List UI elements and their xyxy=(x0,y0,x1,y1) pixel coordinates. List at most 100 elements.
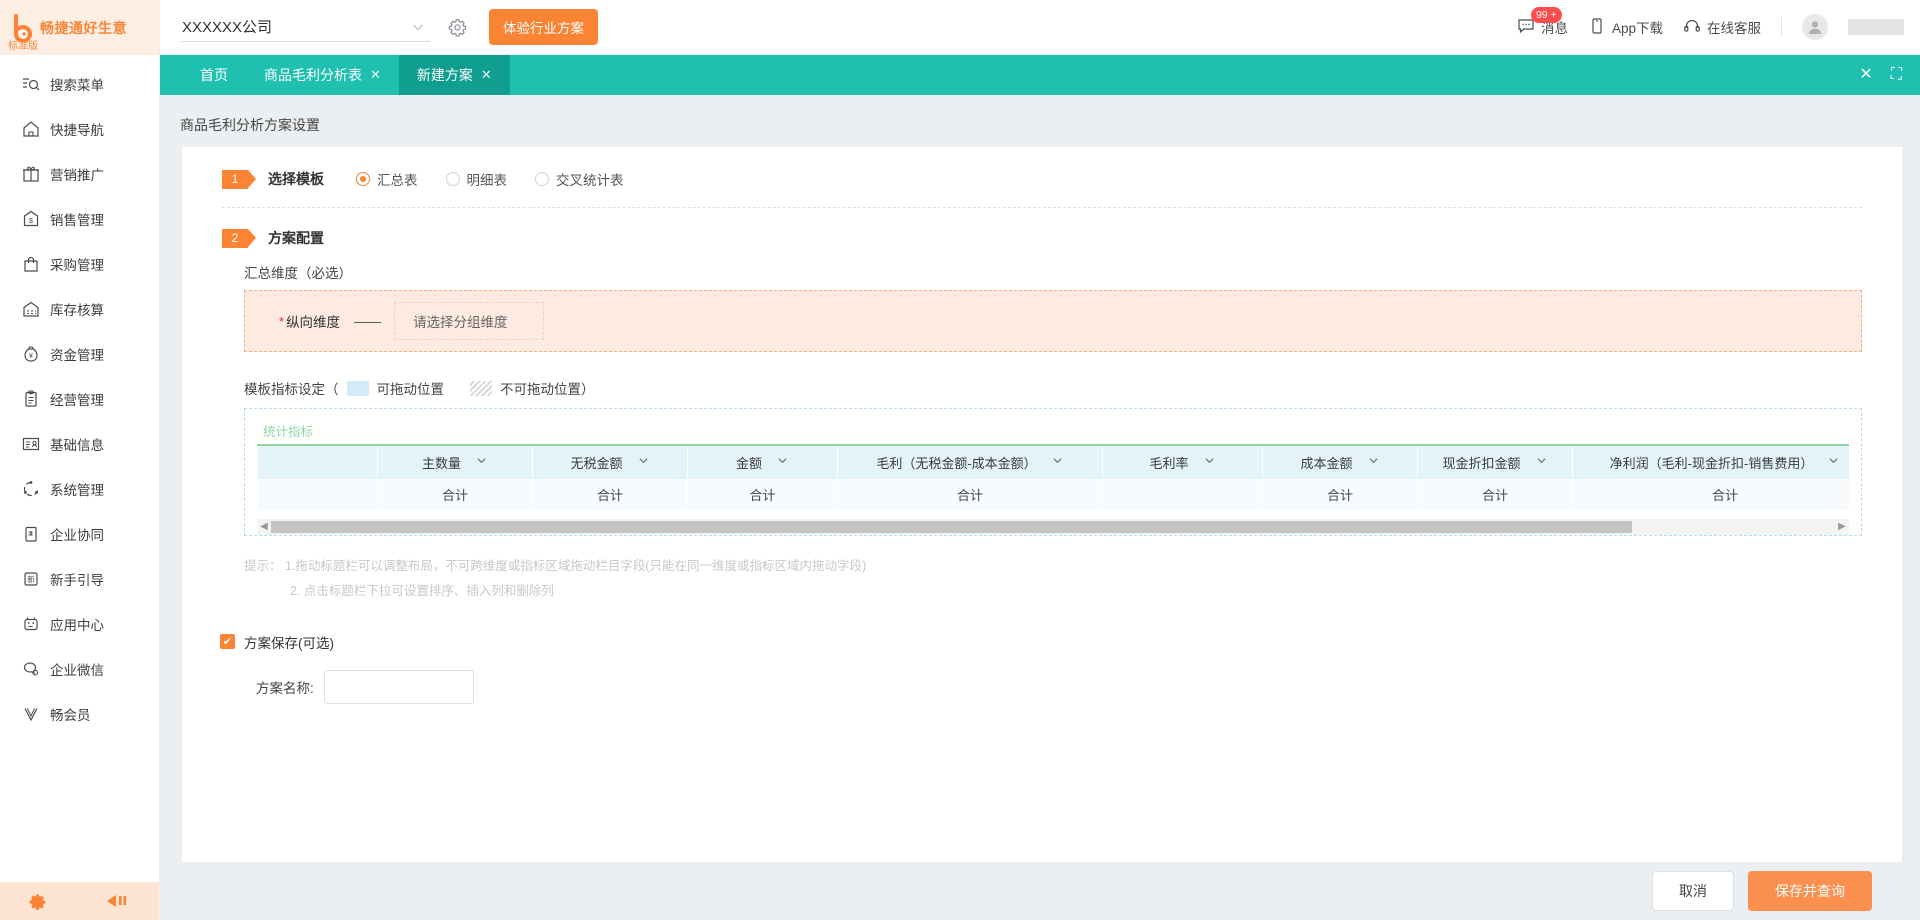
radio-summary-table[interactable]: 汇总表 xyxy=(356,169,418,189)
table-header-cell[interactable] xyxy=(257,444,378,480)
user-avatar-icon[interactable] xyxy=(1802,14,1828,40)
header-label: 无税金额 xyxy=(570,455,623,471)
group-dimension-dropzone[interactable]: 请选择分组维度 xyxy=(394,302,545,340)
gear-icon[interactable] xyxy=(29,893,46,910)
svg-text:$: $ xyxy=(29,218,33,225)
save-and-query-button[interactable]: 保存并查询 xyxy=(1748,871,1872,911)
chevron-down-icon[interactable] xyxy=(1051,454,1064,470)
topbar: 体验行业方案 消息 99 + App下载 xyxy=(160,0,1920,55)
table-header-cell[interactable]: 无税金额 xyxy=(532,444,688,480)
table-cell: 合计 xyxy=(837,478,1103,511)
wechat-work-icon xyxy=(22,660,40,678)
chevron-down-icon[interactable] xyxy=(1203,454,1216,470)
close-icon[interactable]: ✕ xyxy=(370,67,381,82)
company-select[interactable] xyxy=(180,12,430,42)
table-header-cell[interactable]: 金额 xyxy=(687,444,838,480)
save-plan-checkbox-row[interactable]: ✔ 方案保存(可选) xyxy=(220,632,1902,652)
radio-detail-table[interactable]: 明细表 xyxy=(445,169,508,189)
tab-bar: 首页 商品毛利分析表 ✕ 新建方案 ✕ ✕ ⛶ xyxy=(160,55,1920,95)
sidebar-item-quick-nav[interactable]: 快捷导航 xyxy=(0,106,159,151)
sidebar-item-wechat-work[interactable]: 企业微信 xyxy=(0,646,159,691)
sidebar-item-vip-member[interactable]: 畅会员 xyxy=(0,691,159,736)
collapse-left-icon[interactable] xyxy=(104,894,130,908)
online-service-menu[interactable]: 在线客服 xyxy=(1683,17,1761,38)
table-header-cell[interactable]: 成本金额 xyxy=(1262,444,1418,480)
header-label: 成本金额 xyxy=(1300,455,1353,471)
sidebar-item-sales[interactable]: $ 销售管理 xyxy=(0,196,159,241)
sidebar-item-system[interactable]: 系统管理 xyxy=(0,466,159,511)
sidebar-item-purchase[interactable]: 采购管理 xyxy=(0,241,159,286)
settings-circle-icon xyxy=(22,480,40,498)
company-input[interactable] xyxy=(180,12,430,42)
tabbar-actions: ✕ ⛶ xyxy=(1859,55,1920,95)
table-header-row: 主数量 无税金额 金额 毛利（无税金额-成本金额） 毛利率 成本金额 现金折扣金额 净利润（毛… xyxy=(257,444,1849,480)
chevron-down-icon[interactable] xyxy=(1535,454,1548,470)
app-center-icon xyxy=(22,615,40,633)
sidebar-item-collaboration[interactable]: 企业协同 xyxy=(0,511,159,556)
sidebar-item-search-menu[interactable]: 搜索菜单 xyxy=(0,61,159,106)
indicator-table-wrapper: 统计指标 主数量 无税金额 金额 毛利（无税金额-成本金额） 毛利率 成本金额 现金折扣金额… xyxy=(244,408,1862,536)
sidebar-item-app-center[interactable]: 应用中心 xyxy=(0,601,159,646)
statistics-indicator-caption: 统计指标 xyxy=(263,425,314,439)
sidebar-item-operations[interactable]: 经营管理 xyxy=(0,376,159,421)
scroll-right-arrow-icon[interactable]: ▶ xyxy=(1838,521,1846,532)
tab-home[interactable]: 首页 xyxy=(182,55,246,95)
horizontal-scrollbar[interactable]: ◀ ▶ xyxy=(257,518,1849,535)
collab-clipboard-icon xyxy=(22,525,40,543)
cancel-button[interactable]: 取消 xyxy=(1652,871,1734,911)
plan-name-label: 方案名称: xyxy=(256,680,314,696)
sidebar-item-inventory[interactable]: 库存核算 xyxy=(0,286,159,331)
chevron-down-icon[interactable] xyxy=(637,454,650,470)
table-header-cell[interactable]: 毛利（无税金额-成本金额） xyxy=(837,444,1103,480)
chevron-down-icon[interactable] xyxy=(1827,454,1840,470)
radio-dot-icon xyxy=(535,172,549,186)
chevron-down-icon[interactable] xyxy=(776,454,789,470)
tips-block: 提示： 1.拖动标题栏可以调整布局，不可跨维度或指标区域拖动栏目字段(只能在同一… xyxy=(182,536,1902,604)
sidebar-item-label: 营销推广 xyxy=(50,167,104,183)
plan-name-input[interactable] xyxy=(323,669,474,704)
fullscreen-icon[interactable]: ⛶ xyxy=(1890,66,1902,83)
svg-text:新: 新 xyxy=(27,574,35,584)
app-download-menu[interactable]: App下载 xyxy=(1588,17,1663,38)
sidebar-item-label: 经营管理 xyxy=(50,392,104,408)
table-header-cell[interactable]: 毛利率 xyxy=(1102,444,1263,480)
sidebar-item-marketing[interactable]: 营销推广 xyxy=(0,151,159,196)
table-header-cell[interactable]: 主数量 xyxy=(377,444,533,480)
close-icon[interactable]: ✕ xyxy=(480,67,492,82)
sidebar-item-beginner-guide[interactable]: 新 新手引导 xyxy=(0,556,159,601)
table-header-cell[interactable]: 现金折扣金额 xyxy=(1417,444,1573,480)
radio-label: 交叉统计表 xyxy=(556,173,624,188)
step-1-label: 选择模板 xyxy=(268,171,324,187)
chevron-down-icon[interactable] xyxy=(475,454,488,470)
table-cell xyxy=(257,478,378,511)
sidebar-item-label: 采购管理 xyxy=(50,257,104,273)
sidebar-item-funds[interactable]: ¥ 资金管理 xyxy=(0,331,159,376)
scroll-left-arrow-icon[interactable]: ◀ xyxy=(260,521,268,532)
sidebar-item-label: 快捷导航 xyxy=(50,122,104,138)
scrollbar-track[interactable] xyxy=(271,520,1835,533)
id-card-icon xyxy=(22,435,40,453)
topbar-gear-icon[interactable] xyxy=(448,18,467,37)
money-bag-icon: ¥ xyxy=(22,345,40,363)
app-download-label: App下载 xyxy=(1611,21,1663,36)
table-scroll-viewport: 主数量 无税金额 金额 毛利（无税金额-成本金额） 毛利率 成本金额 现金折扣金额 净利润（毛… xyxy=(257,444,1849,511)
header-label: 毛利（无税金额-成本金额） xyxy=(876,455,1037,471)
sidebar-item-label: 畅会员 xyxy=(50,707,91,723)
tab-gross-profit-report[interactable]: 商品毛利分析表 ✕ xyxy=(246,55,399,95)
table-header-cell[interactable]: 净利润（毛利-现金折扣-销售费用） xyxy=(1572,444,1849,480)
message-menu[interactable]: 消息 99 + xyxy=(1517,6,1568,38)
sales-tag-icon: $ xyxy=(22,210,40,228)
scrollbar-thumb[interactable] xyxy=(271,520,1632,533)
chevron-down-icon[interactable] xyxy=(1367,454,1380,470)
save-plan-label: 方案保存(可选) xyxy=(244,635,334,651)
close-icon[interactable]: ✕ xyxy=(1859,66,1873,83)
radio-label: 明细表 xyxy=(466,173,508,188)
svg-text:¥: ¥ xyxy=(29,353,33,360)
radio-cross-table[interactable]: 交叉统计表 xyxy=(535,169,624,189)
sidebar-item-label: 新手引导 xyxy=(50,572,104,588)
plan-name-row: 方案名称: xyxy=(220,652,1902,704)
tab-new-plan[interactable]: 新建方案 ✕ xyxy=(398,55,510,95)
sidebar-item-basic-info[interactable]: 基础信息 xyxy=(0,421,159,466)
indicator-legend: 模板指标设定（ 可拖动位置 不可拖动位置） xyxy=(182,352,1902,398)
trial-industry-plan-button[interactable]: 体验行业方案 xyxy=(489,9,598,45)
